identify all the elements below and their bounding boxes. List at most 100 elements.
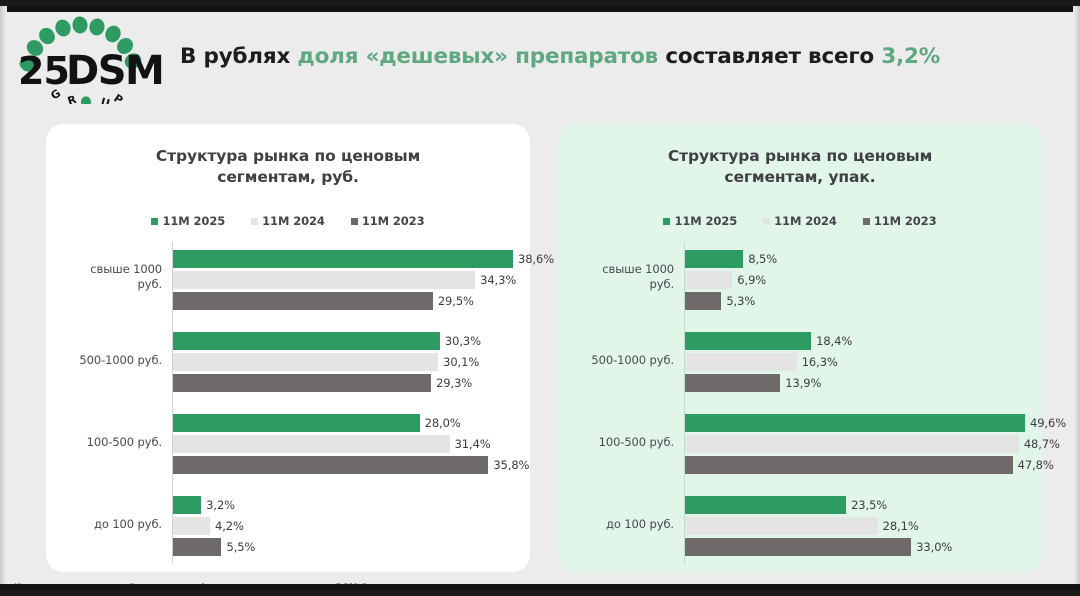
chart-bar [685, 250, 744, 268]
chart-group-3: до 100 руб. 3,2% 4,2% 5,5% [46, 496, 530, 556]
legend-label: 11M 2023 [361, 214, 425, 228]
chart-bar-value: 8,5% [748, 252, 778, 266]
chart-group-0: свыше 1000 руб. 8,5% 6,9% 5,3% [558, 250, 1042, 310]
chart-bar-value: 13,9% [785, 376, 822, 390]
legend-swatch-icon [251, 217, 259, 225]
legend-label: 11M 2023 [873, 214, 937, 228]
legend-item-11m-2023: 11M 2023 [862, 214, 937, 228]
chart-group-2: 100-500 руб. 49,6% 48,7% 47,8% [558, 414, 1066, 474]
chart-bar [685, 435, 1019, 453]
chart-bar-value: 29,5% [437, 294, 474, 308]
chart-bar [173, 271, 476, 289]
legend-item-11m-2025: 11M 2025 [151, 214, 225, 228]
chart-title-rub-line2: сегментам, руб. [217, 167, 359, 186]
legend-swatch-icon [763, 217, 771, 225]
chart-category-label-line: руб. [649, 276, 675, 291]
chart-bar-value: 31,4% [454, 437, 491, 451]
legend-label: 11M 2025 [162, 214, 226, 228]
legend-label: 11M 2025 [674, 214, 738, 228]
chart-bar [173, 538, 222, 556]
headline-accent-1: доля «дешевых» препаратов [297, 44, 659, 69]
legend-label: 11M 2024 [774, 214, 837, 228]
headline-accent-2: 3,2% [881, 44, 941, 69]
chart-bar [685, 496, 847, 514]
chart-category-label-line: 100-500 руб. [598, 435, 674, 449]
slide-bottom-edge [0, 584, 1080, 590]
chart-bar-value: 49,6% [1030, 416, 1067, 430]
headline-segment-2: составляет всего [658, 44, 882, 69]
chart-group-2: 100-500 руб. 28,0% 31,4% 35,8% [46, 414, 530, 474]
chart-bar [173, 517, 210, 535]
chart-bar [173, 496, 202, 514]
chart-bar-value: 29,3% [436, 376, 473, 390]
svg-text:25: 25 [18, 49, 69, 93]
chart-category-label-line: до 100 руб. [605, 517, 674, 531]
chart-group-1: 500-1000 руб. 30,3% 30,1% 29,3% [46, 332, 530, 392]
chart-bar-value: 5,3% [726, 294, 756, 308]
chart-legend-upak: 11M 2025 11M 2024 11M 2023 [558, 214, 1042, 228]
legend-swatch-icon [151, 217, 159, 225]
legend-swatch-icon [663, 217, 671, 225]
slide-right-edge [1073, 6, 1080, 590]
chart-title-rub: Структура рынка по ценовым сегментам, ру… [46, 146, 530, 187]
chart-bar-value: 23,5% [851, 498, 888, 512]
chart-group-0: свыше 1000 руб. 38,6% 34,3% 29,5% [46, 250, 554, 310]
chart-bar [173, 353, 439, 371]
chart-category-label: 500-1000 руб. [558, 353, 674, 368]
headline-segment-1: В рублях [180, 44, 298, 69]
chart-panel-rub: Структура рынка по ценовым сегментам, ру… [46, 124, 554, 572]
chart-group-3: до 100 руб. 23,5% 28,1% 33,0% [558, 496, 1042, 556]
chart-bar [685, 414, 1025, 432]
page-title: В рублях доля «дешевых» препаратов соста… [180, 44, 1060, 69]
chart-bar-value: 4,2% [214, 519, 244, 533]
svg-text:DSM: DSM [66, 48, 163, 94]
chart-bar [685, 456, 1013, 474]
legend-label: 11M 2024 [262, 214, 325, 228]
chart-category-label: свыше 1000 руб. [558, 262, 674, 291]
chart-bar-value: 6,9% [737, 273, 767, 287]
chart-bar-value: 18,4% [816, 334, 853, 348]
chart-bar [685, 517, 878, 535]
chart-bar [173, 374, 432, 392]
chart-bar [685, 538, 912, 556]
chart-bar [685, 292, 722, 310]
chart-axis-line [684, 242, 685, 564]
chart-panel-upak: Структура рынка по ценовым сегментам, уп… [558, 124, 1066, 572]
legend-swatch-icon [350, 217, 358, 225]
slide-top-edge [0, 6, 1080, 12]
chart-category-label-line: руб. [137, 276, 163, 291]
chart-category-label-line: 100-500 руб. [86, 435, 162, 449]
chart-legend-rub: 11M 2025 11M 2024 11M 2023 [46, 214, 530, 228]
chart-category-label-line: 500-1000 руб. [591, 353, 674, 367]
chart-plot-upak: свыше 1000 руб. 8,5% 6,9% 5,3% 500-1000 руб. 1… [558, 242, 1066, 564]
chart-bar-value: 28,1% [882, 519, 919, 533]
chart-category-label: до 100 руб. [46, 517, 162, 532]
svg-text:R: R [66, 93, 79, 104]
chart-bar-value: 35,8% [493, 458, 530, 472]
chart-category-label: 100-500 руб. [558, 435, 674, 450]
chart-bar-value: 30,3% [444, 334, 481, 348]
svg-text:U: U [99, 95, 111, 104]
chart-bar [685, 332, 812, 350]
chart-axis-line [172, 242, 173, 564]
chart-category-label: 100-500 руб. [46, 435, 162, 450]
chart-title-upak-line1: Структура рынка по ценовым [667, 147, 933, 165]
chart-title-upak: Структура рынка по ценовым сегментам, уп… [558, 146, 1042, 187]
legend-item-11m-2024: 11M 2024 [251, 214, 325, 228]
chart-bar [173, 414, 420, 432]
chart-bar [685, 271, 733, 289]
chart-bar-value: 47,8% [1017, 458, 1054, 472]
chart-bar-value: 5,5% [226, 540, 256, 554]
legend-item-11m-2025: 11M 2025 [663, 214, 737, 228]
slide-header: 25 DSM G R U P В рублях доля «дешевых» п… [0, 6, 1080, 110]
chart-title-upak-line2: сегментам, упак. [724, 167, 876, 186]
chart-bar-value: 33,0% [916, 540, 953, 554]
chart-plot-rub: свыше 1000 руб. 38,6% 34,3% 29,5% 500-1000 ру… [46, 242, 554, 564]
slide-left-edge [0, 6, 7, 590]
chart-bar [173, 332, 440, 350]
chart-bar [173, 292, 433, 310]
chart-bar [173, 435, 450, 453]
dsm-group-logo: 25 DSM G R U P [14, 12, 174, 104]
chart-bar [173, 456, 489, 474]
legend-item-11m-2023: 11M 2023 [350, 214, 425, 228]
